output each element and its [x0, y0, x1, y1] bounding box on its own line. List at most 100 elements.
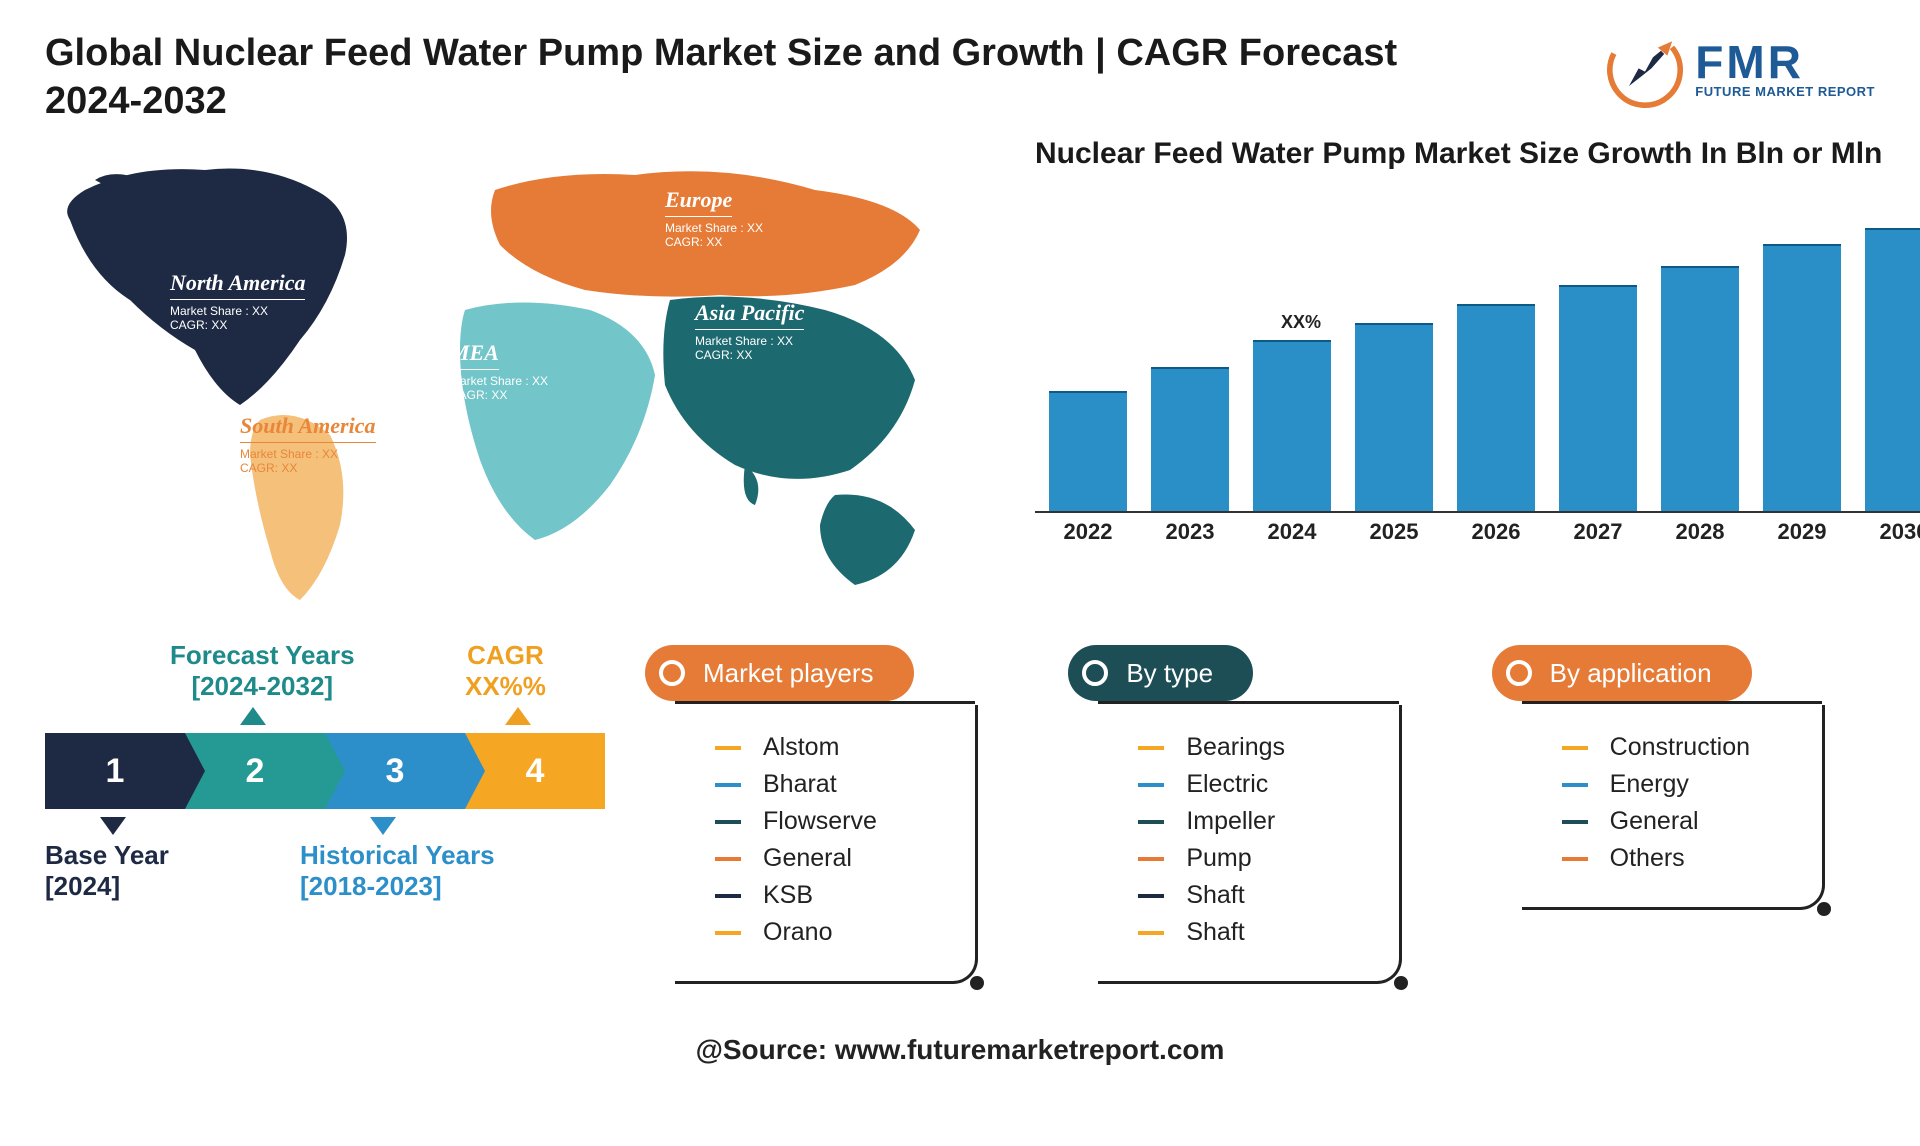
bar: [1865, 228, 1920, 510]
source-line: @Source: www.futuremarketreport.com: [45, 1034, 1875, 1066]
x-axis-label: 2027: [1555, 519, 1641, 545]
tick-icon: [1138, 894, 1164, 898]
bar-wrap: XX%: [1249, 183, 1335, 511]
timeline-bar: 1 2 3 4: [45, 733, 605, 809]
bar: [1559, 285, 1637, 511]
timeline-seg-1: 1: [45, 733, 185, 809]
tick-icon: [715, 931, 741, 935]
base-year-label: Base Year [2024]: [45, 840, 169, 902]
x-axis-label: 2029: [1759, 519, 1845, 545]
bar-wrap: [1657, 183, 1743, 511]
page-title: Global Nuclear Feed Water Pump Market Si…: [45, 30, 1495, 125]
historical-arrow-icon: [370, 817, 396, 835]
list-item-label: Construction: [1610, 733, 1750, 762]
list-item: Shaft: [1138, 918, 1378, 947]
list-item-label: Orano: [763, 918, 832, 947]
logo-text-small: FUTURE MARKET REPORT: [1695, 84, 1875, 99]
historical-label: Historical Years [2018-2023]: [300, 840, 495, 902]
tick-icon: [1562, 820, 1588, 824]
tick-icon: [715, 820, 741, 824]
bullet-icon: [659, 660, 685, 686]
chart-title: Nuclear Feed Water Pump Market Size Grow…: [1035, 135, 1920, 173]
market-players-list: Alstom Bharat Flowserve General KSB Orano: [675, 705, 978, 984]
x-axis-label: 2028: [1657, 519, 1743, 545]
list-item: Pump: [1138, 844, 1378, 873]
x-axis-label: 2030: [1861, 519, 1920, 545]
bar: [1457, 304, 1535, 510]
region-mea: [460, 303, 655, 541]
list-item: KSB: [715, 881, 955, 910]
bar: [1763, 244, 1841, 511]
list-item-label: Alstom: [763, 733, 839, 762]
label-europe: Europe Market Share : XX CAGR: XX: [665, 187, 763, 249]
bar-wrap: [1453, 183, 1539, 511]
by-application-list: Construction Energy General Others: [1522, 705, 1825, 910]
list-item: Others: [1562, 844, 1802, 873]
logo: FMR FUTURE MARKET REPORT: [1605, 30, 1875, 110]
tick-icon: [1562, 746, 1588, 750]
bar: [1355, 323, 1433, 510]
list-item-label: General: [763, 844, 852, 873]
list-item-label: Flowserve: [763, 807, 877, 836]
list-item: Orano: [715, 918, 955, 947]
tick-icon: [1138, 746, 1164, 750]
list-item: Flowserve: [715, 807, 955, 836]
bar-callout: XX%: [1281, 312, 1321, 333]
bar: [1049, 391, 1127, 511]
timeline-seg-2: 2: [185, 733, 325, 809]
tick-icon: [715, 857, 741, 861]
label-mea: MEA Market Share : XX CAGR: XX: [450, 340, 548, 402]
by-application-header: By application: [1492, 645, 1752, 701]
tick-icon: [1138, 931, 1164, 935]
timeline-seg-4: 4: [465, 733, 605, 809]
timeline-seg-3: 3: [325, 733, 465, 809]
label-asia-pacific: Asia Pacific Market Share : XX CAGR: XX: [695, 300, 804, 362]
tick-icon: [1138, 820, 1164, 824]
cagr-label: CAGR XX%%: [465, 640, 546, 702]
x-axis-label: 2026: [1453, 519, 1539, 545]
bar-wrap: [1351, 183, 1437, 511]
label-north-america: North America Market Share : XX CAGR: XX: [170, 270, 305, 332]
world-map: North America Market Share : XX CAGR: XX…: [45, 135, 945, 615]
list-item: General: [1562, 807, 1802, 836]
list-item: Alstom: [715, 733, 955, 762]
bar-chart: XX%XX%: [1035, 183, 1920, 513]
list-item-label: General: [1610, 807, 1699, 836]
list-item: Shaft: [1138, 881, 1378, 910]
bullet-icon: [1082, 660, 1108, 686]
by-type-list: Bearings Electric Impeller Pump Shaft Shaft: [1098, 705, 1401, 984]
x-axis-label: 2022: [1045, 519, 1131, 545]
list-item-label: Energy: [1610, 770, 1689, 799]
x-axis-label: 2023: [1147, 519, 1233, 545]
market-players-header: Market players: [645, 645, 914, 701]
by-type-box: By type BearingsElectricImpellerPumpShaf…: [1068, 645, 1451, 984]
market-players-box: Market players Alstom Bharat Flowserve Gene…: [645, 645, 1028, 984]
list-item-label: Bharat: [763, 770, 837, 799]
bar: [1151, 367, 1229, 511]
list-item-label: Pump: [1186, 844, 1251, 873]
list-item-label: Others: [1610, 844, 1685, 873]
list-item: General: [715, 844, 955, 873]
logo-text-big: FMR: [1695, 41, 1875, 85]
tick-icon: [715, 746, 741, 750]
list-item-label: Shaft: [1186, 881, 1244, 910]
bar-chart-area: Nuclear Feed Water Pump Market Size Grow…: [975, 135, 1920, 615]
x-axis-label: 2024: [1249, 519, 1335, 545]
list-item: Construction: [1562, 733, 1802, 762]
list-item-label: Shaft: [1186, 918, 1244, 947]
list-item: Energy: [1562, 770, 1802, 799]
forecast-arrow-icon: [240, 707, 266, 725]
bar-wrap: [1759, 183, 1845, 511]
by-application-box: By application Construction Energy General…: [1492, 645, 1875, 984]
middle-row: North America Market Share : XX CAGR: XX…: [45, 135, 1875, 615]
tick-icon: [1562, 857, 1588, 861]
list-item: Electric: [1138, 770, 1378, 799]
bar-chart-x-axis: 2022202320242025202620272028202920302031…: [1035, 519, 1920, 545]
bullet-icon: [1506, 660, 1532, 686]
base-arrow-icon: [100, 817, 126, 835]
list-item: Impeller: [1138, 807, 1378, 836]
header: Global Nuclear Feed Water Pump Market Si…: [45, 30, 1875, 125]
list-item-label: Impeller: [1186, 807, 1275, 836]
list-item: Bearings: [1138, 733, 1378, 762]
bar-wrap: [1555, 183, 1641, 511]
